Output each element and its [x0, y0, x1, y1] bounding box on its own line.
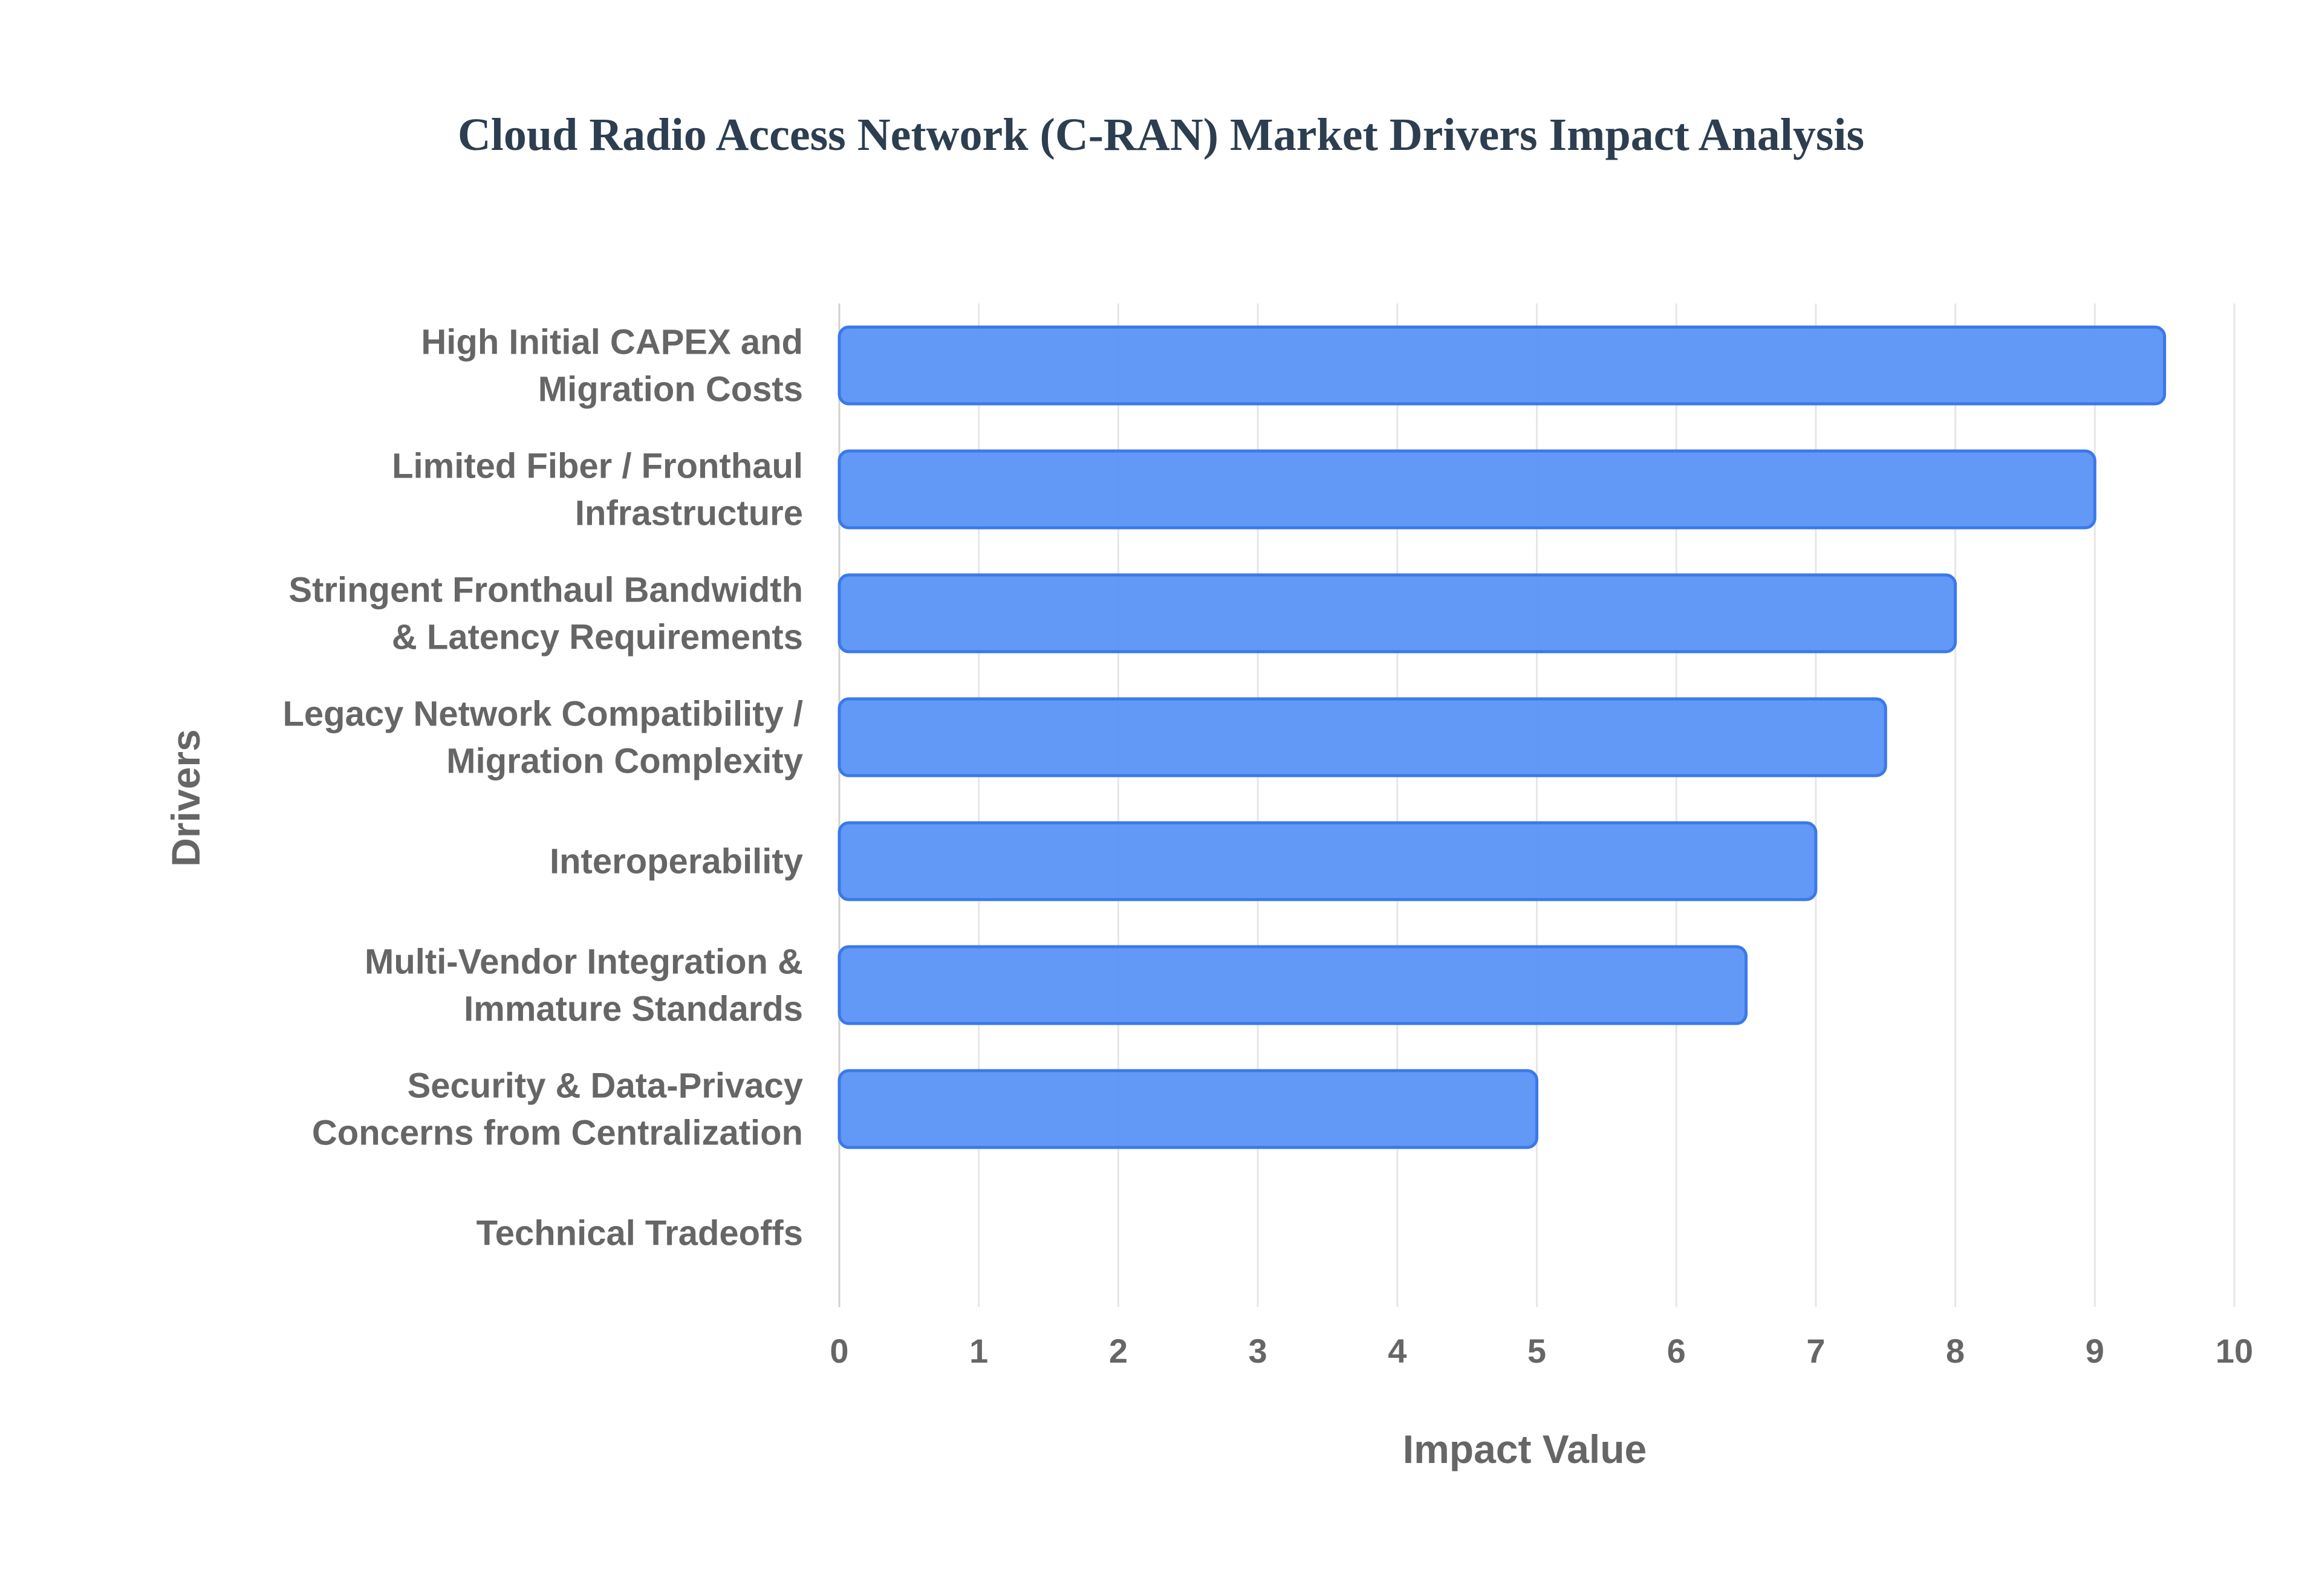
x-tick-label: 9: [2086, 1332, 2104, 1370]
x-axis-title: Impact Value: [1403, 1427, 1647, 1471]
bar: [837, 325, 2167, 406]
category-label: Interoperability: [550, 842, 803, 881]
y-axis-categories: High Initial CAPEX and Migration Costs Lim…: [282, 323, 803, 1253]
x-tick-label: 10: [2216, 1332, 2253, 1370]
category-label: Stringent Fronthaul Bandwidth & Latency R…: [288, 571, 803, 657]
chart-title: Cloud Radio Access Network (C-RAN) Marke…: [457, 109, 1865, 160]
x-tick-label: 7: [1806, 1332, 1825, 1370]
bar: [837, 449, 2096, 530]
bar: [837, 945, 1748, 1025]
bar: [837, 697, 1887, 777]
bar: [837, 573, 1957, 654]
bar: [837, 821, 1818, 901]
bars: [837, 325, 2167, 1149]
category-label: Legacy Network Compatibility / Migration …: [282, 695, 803, 781]
x-tick-label: 8: [1946, 1332, 1965, 1370]
y-axis-title: Drivers: [163, 729, 208, 867]
category-label: Limited Fiber / Fronthaul Infrastructure: [392, 447, 803, 533]
category-label: High Initial CAPEX and Migration Costs: [421, 323, 803, 409]
bar: [837, 1069, 1538, 1149]
x-tick-label: 3: [1249, 1332, 1267, 1370]
x-tick-label: 2: [1109, 1332, 1128, 1370]
x-tick-label: 0: [830, 1332, 848, 1370]
x-tick-label: 1: [969, 1332, 988, 1370]
x-tick-label: 5: [1527, 1332, 1546, 1370]
x-axis-ticks: 0 1 2 3 4 5 6 7 8 9 10: [830, 1332, 2253, 1370]
category-label: Multi-Vendor Integration & Immature Stand…: [365, 942, 803, 1029]
category-label: Technical Tradeoffs: [476, 1214, 803, 1253]
x-tick-label: 4: [1388, 1332, 1407, 1370]
x-tick-label: 6: [1667, 1332, 1686, 1370]
category-label: Security & Data-Privacy Concerns from Cen…: [312, 1066, 803, 1153]
